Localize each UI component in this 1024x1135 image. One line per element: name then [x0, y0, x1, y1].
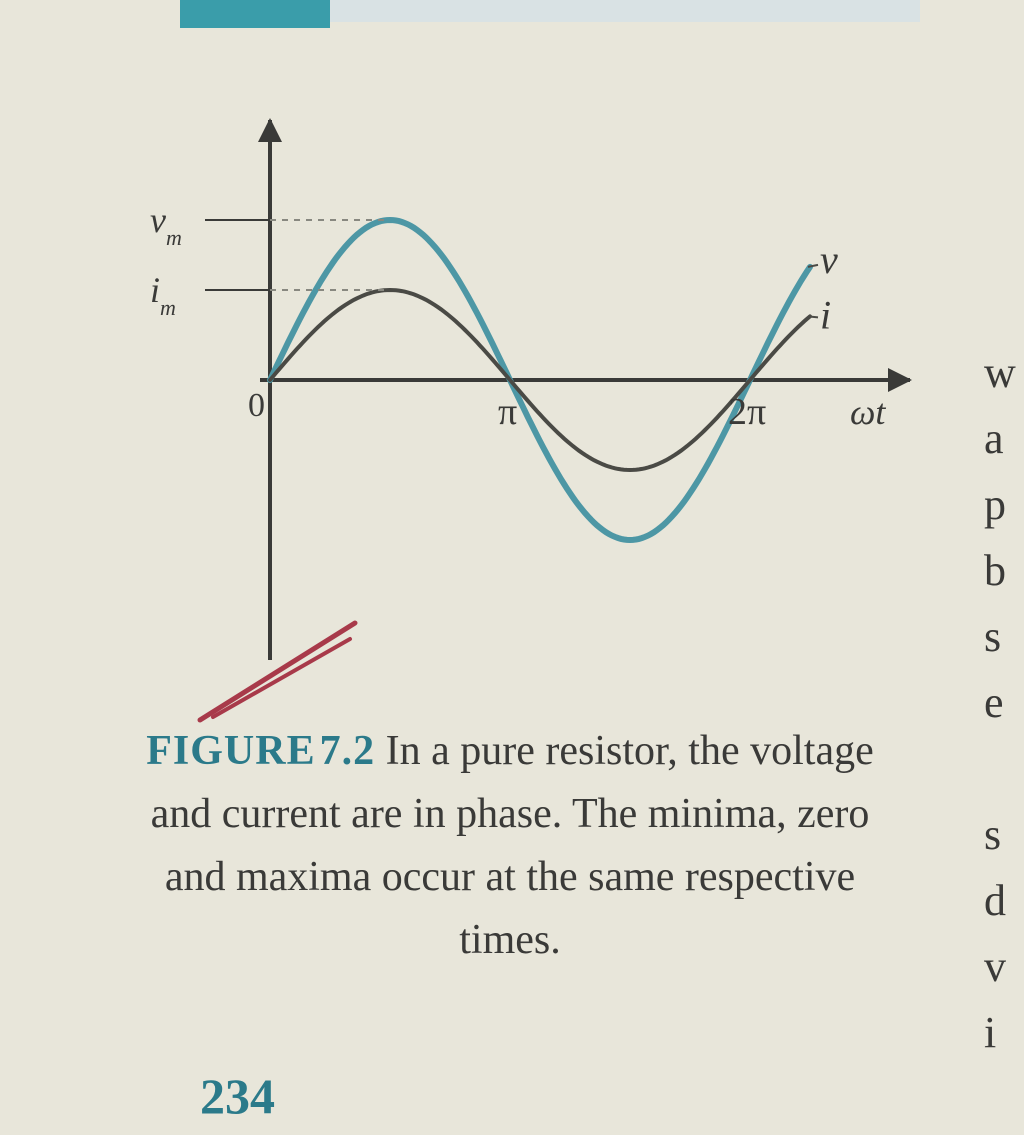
figure-label: FIGURE	[146, 728, 315, 774]
edge-char: d	[984, 868, 1024, 934]
chart-container: 0 π 2π ωt vm im vi	[130, 100, 930, 680]
svg-text:π: π	[498, 391, 517, 433]
svg-text:2π: 2π	[728, 391, 766, 433]
edge-char: e	[984, 670, 1024, 736]
edge-char: s	[984, 604, 1024, 670]
figure-caption: FIGURE 7.2 In a pure resistor, the volta…	[130, 720, 890, 972]
svg-text:vm: vm	[150, 200, 182, 250]
svg-text:im: im	[150, 270, 176, 320]
svg-text:0: 0	[248, 387, 265, 424]
svg-text:i: i	[820, 292, 831, 337]
edge-char: v	[984, 934, 1024, 1000]
edge-char: b	[984, 538, 1024, 604]
svg-text:v: v	[820, 237, 838, 282]
edge-char: a	[984, 406, 1024, 472]
header-tab-teal	[180, 0, 330, 28]
page: 0π2πωtvmimvi FIGURE 7.2 In a pure resist…	[0, 0, 1024, 1135]
sine-chart: 0 π 2π ωt vm im vi	[130, 100, 930, 680]
right-margin-text: wapbse sdvi	[984, 340, 1024, 1120]
edge-char: p	[984, 472, 1024, 538]
header-tab-light	[330, 0, 920, 22]
figure-number: 7.2	[320, 728, 376, 774]
svg-text:ωt: ωt	[850, 392, 886, 432]
edge-char	[984, 736, 1024, 802]
edge-char: w	[984, 340, 1024, 406]
edge-char: s	[984, 802, 1024, 868]
page-number: 234	[200, 1067, 275, 1125]
edge-char: i	[984, 1000, 1024, 1066]
